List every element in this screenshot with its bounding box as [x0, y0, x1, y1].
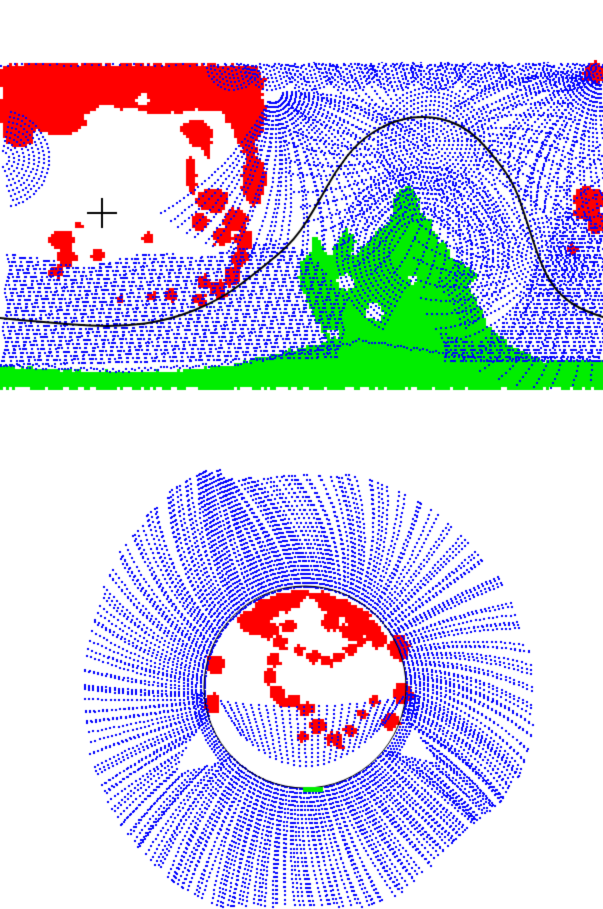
field-line-figure — [0, 0, 603, 909]
streamline-figure-canvas — [0, 0, 603, 909]
